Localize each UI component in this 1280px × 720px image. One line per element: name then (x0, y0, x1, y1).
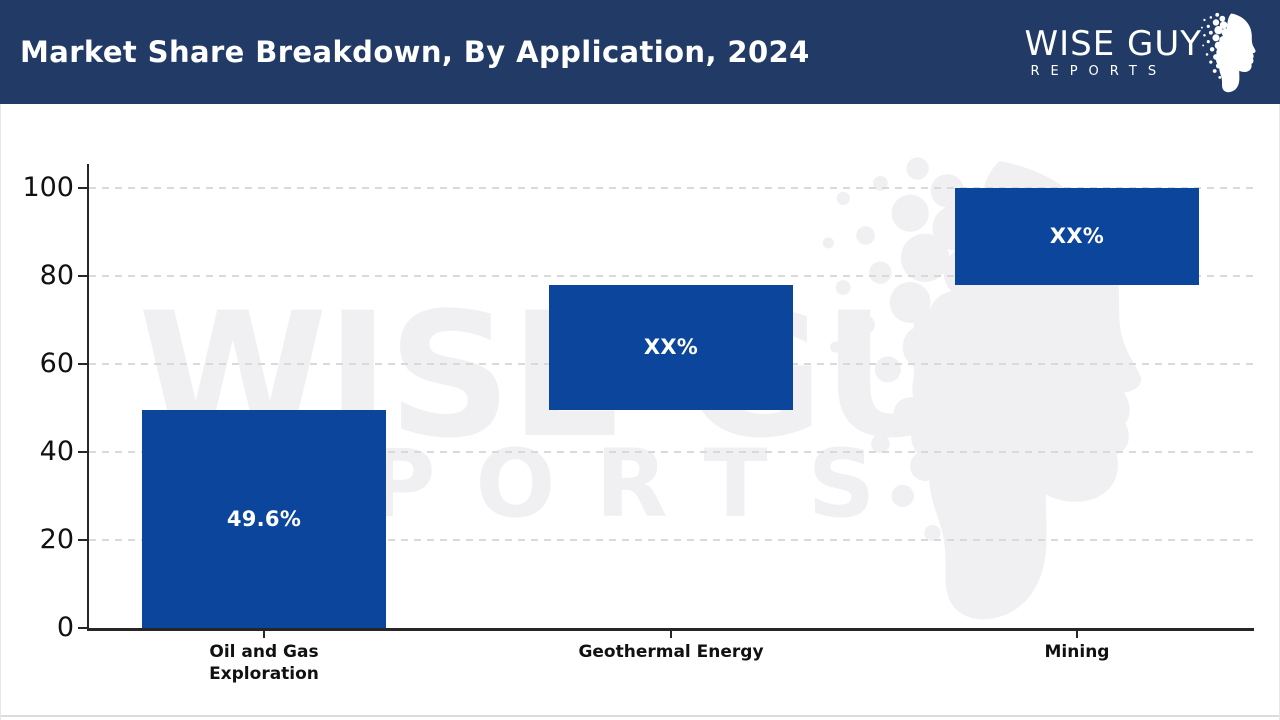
bar-segment: 49.6% (142, 409, 386, 628)
gridline-80 (89, 275, 1253, 277)
y-axis-line (87, 164, 89, 628)
page-bottom-border (0, 715, 1280, 717)
page-left-border (0, 104, 1, 720)
bar-value-label: XX% (643, 335, 699, 360)
brand-logo: WISE GUY REPORTS (1024, 11, 1262, 94)
y-tick-0 (78, 627, 88, 629)
dotted-face-profile-icon (1200, 12, 1256, 92)
x-tick-2 (1076, 631, 1078, 638)
y-tick-label-60: 60 (39, 348, 74, 379)
gridline-40 (89, 451, 1253, 453)
brand-subtitle: REPORTS (1030, 63, 1168, 79)
x-category-label: Oil and Gas Exploration (209, 642, 319, 685)
page-title: Market Share Breakdown, By Application, … (20, 35, 810, 69)
y-tick-label-40: 40 (39, 436, 74, 467)
y-tick-label-100: 100 (22, 172, 74, 203)
y-tick-label-80: 80 (39, 260, 74, 291)
gridline-20 (89, 539, 1253, 541)
bar-value-label: 49.6% (226, 506, 302, 531)
brand-name: WISE GUY (1024, 23, 1202, 64)
gridline-100 (89, 187, 1253, 189)
y-tick-40 (78, 451, 88, 453)
x-tick-1 (670, 631, 672, 638)
chart-area: WISE GU REPORTS 0 20 40 60 80 100 49.6% Oil and… (0, 104, 1280, 720)
y-tick-80 (78, 275, 88, 277)
y-tick-60 (78, 363, 88, 365)
bar-segment: XX% (549, 284, 793, 410)
brand-logo-text: WISE GUY REPORTS (1024, 27, 1202, 78)
bar-segment: XX% (955, 188, 1199, 285)
bar-value-label: XX% (1049, 224, 1105, 249)
header-bar: Market Share Breakdown, By Application, … (0, 0, 1280, 104)
y-tick-100 (78, 187, 88, 189)
x-category-label: Mining (1044, 642, 1110, 662)
x-tick-0 (263, 631, 265, 638)
y-tick-20 (78, 539, 88, 541)
y-tick-label-0: 0 (56, 612, 74, 643)
x-axis-line (87, 628, 1254, 631)
x-category-label: Geothermal Energy (578, 642, 764, 662)
y-tick-label-20: 20 (39, 524, 74, 555)
